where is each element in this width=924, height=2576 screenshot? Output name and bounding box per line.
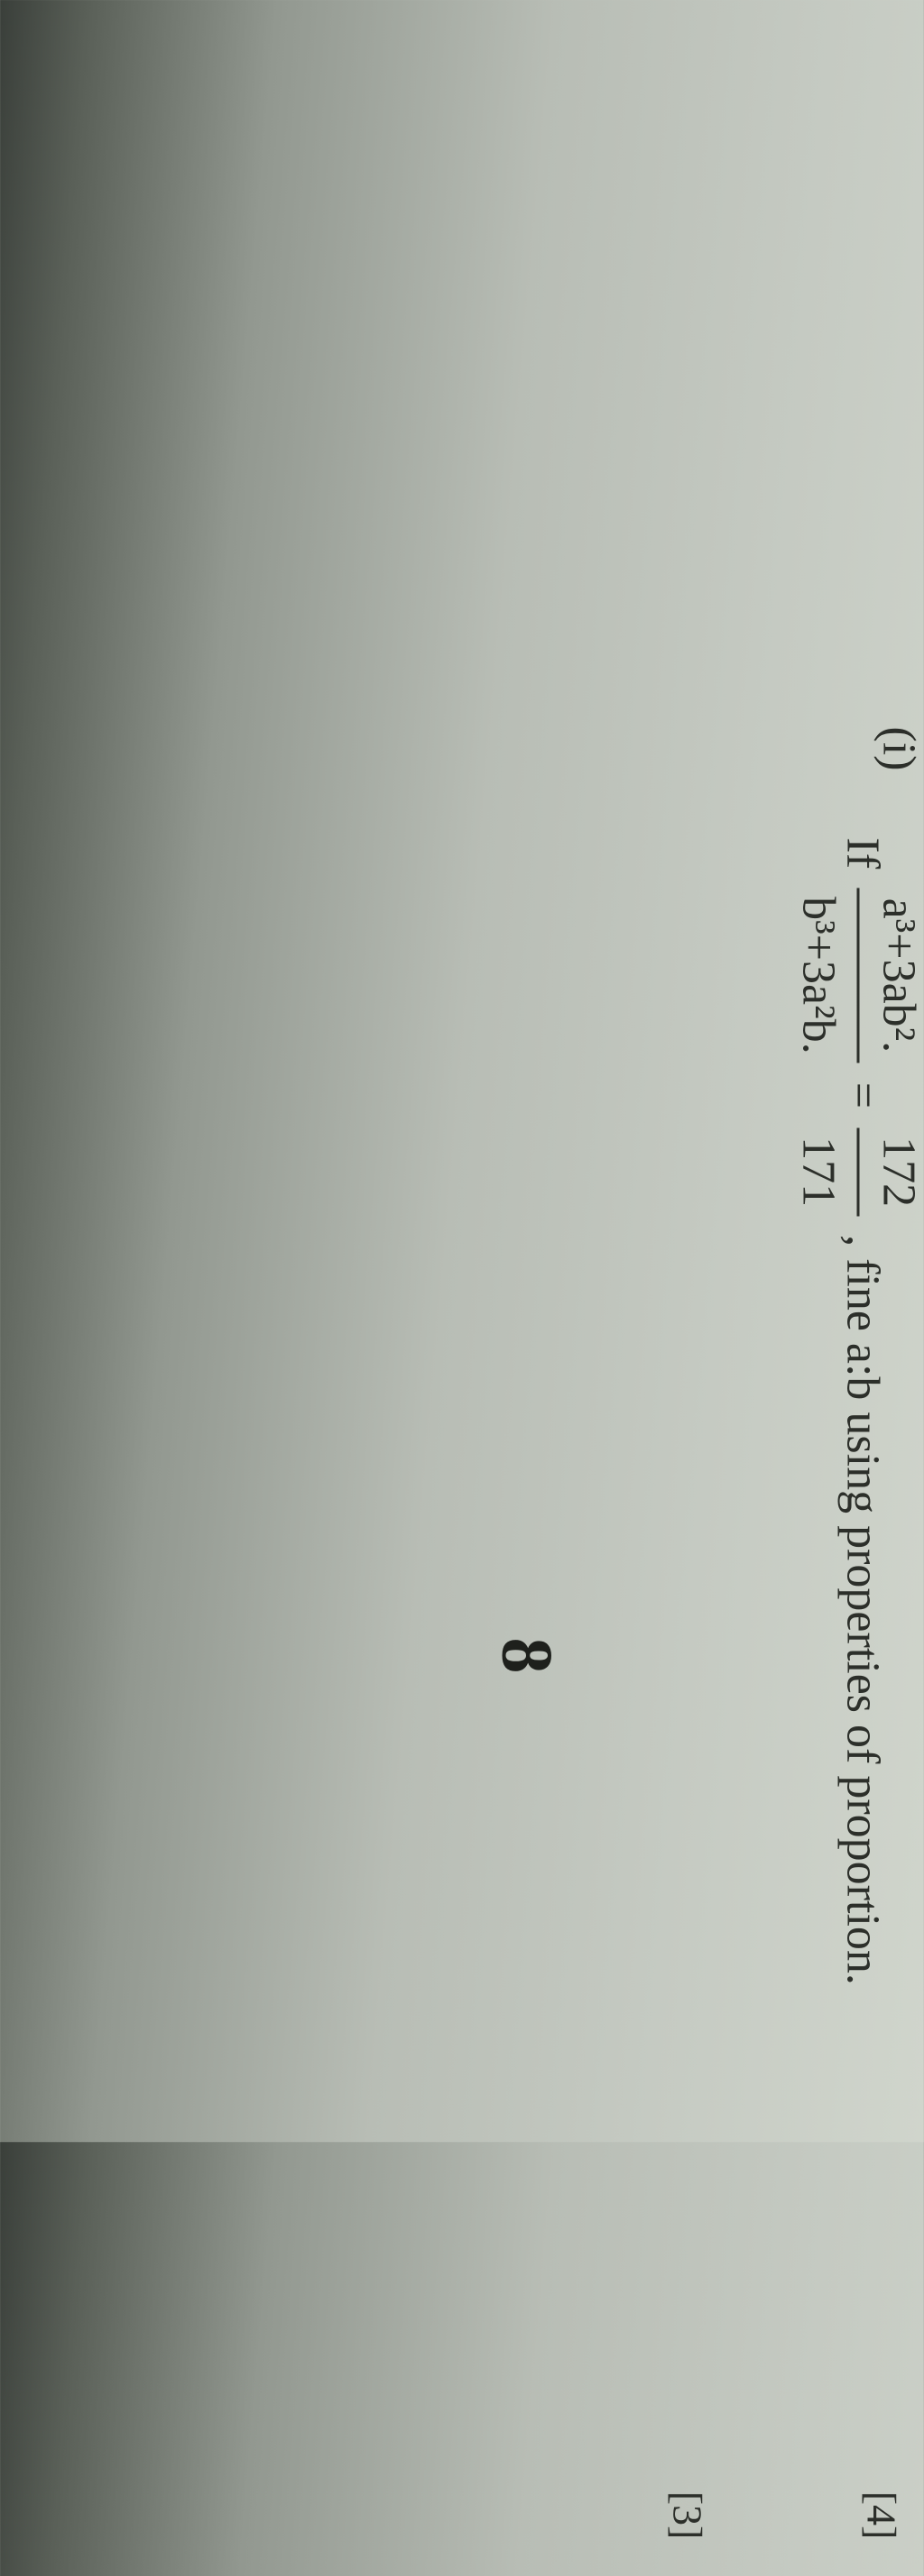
q9i-num: (i) xyxy=(860,727,924,826)
page-number: 8 xyxy=(467,1638,587,1674)
fraction-2-num: 172 xyxy=(857,1127,924,1216)
fraction-2: 172 171 xyxy=(780,1127,924,1216)
page-content: T [3] [4] [3] (iii) The angle of elevati… xyxy=(744,727,924,2576)
marks-3b: [3] xyxy=(653,2491,722,2540)
fraction-1: a³+3ab². b³+3a²b. xyxy=(780,888,924,1063)
equals-sign: = xyxy=(836,1082,888,1109)
question-9-i: (i) If a³+3ab². b³+3a²b. = 172 171 , fin… xyxy=(780,727,924,2576)
marks-4: [4] xyxy=(847,2491,916,2540)
fraction-2-den: 171 xyxy=(780,1127,857,1216)
q9i-tail: , fine a:b using properties of proportio… xyxy=(836,1235,888,1985)
fraction-1-den: b³+3a²b. xyxy=(780,888,857,1063)
fraction-1-num: a³+3ab². xyxy=(857,888,924,1063)
q9i-lead: If xyxy=(836,838,888,869)
